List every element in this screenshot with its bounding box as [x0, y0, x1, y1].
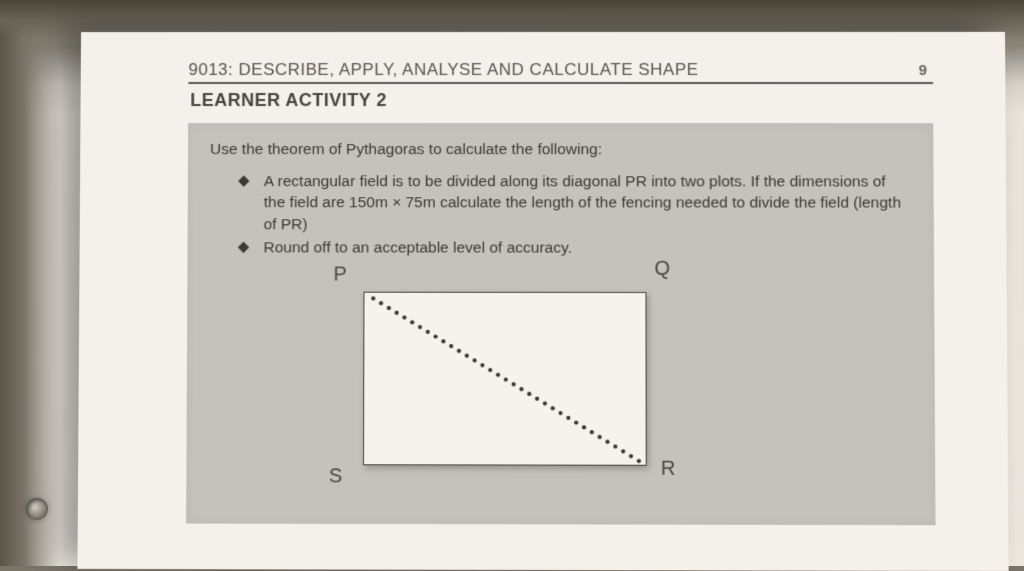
question-box: Use the theorem of Pythagoras to calcula…: [186, 123, 935, 525]
binder-hole-icon: [26, 498, 48, 520]
page-number: 9: [918, 62, 926, 79]
activity-title: LEARNER ACTIVITY 2: [190, 90, 933, 111]
worksheet-page: 9013: DESCRIBE, APPLY, ANALYSE AND CALCU…: [77, 32, 1008, 571]
instruction-text: Use the theorem of Pythagoras to calcula…: [210, 141, 915, 159]
rectangle-shape: [363, 291, 647, 465]
rectangle-diagram: P Q S R: [315, 267, 718, 500]
vertex-label-s: S: [329, 465, 342, 488]
list-item: Round off to an acceptable level of accu…: [241, 237, 903, 259]
vertex-label-p: P: [333, 263, 346, 286]
course-title: 9013: DESCRIBE, APPLY, ANALYSE AND CALCU…: [188, 60, 698, 80]
bullet-list: A rectangular field is to be divided alo…: [205, 171, 915, 259]
header-line: 9013: DESCRIBE, APPLY, ANALYSE AND CALCU…: [188, 60, 933, 84]
vertex-label-r: R: [661, 457, 676, 480]
list-item: A rectangular field is to be divided alo…: [242, 171, 904, 236]
vertex-label-q: Q: [654, 257, 670, 280]
page-content: 9013: DESCRIBE, APPLY, ANALYSE AND CALCU…: [78, 32, 1009, 525]
photo-edge-left: [0, 0, 60, 566]
